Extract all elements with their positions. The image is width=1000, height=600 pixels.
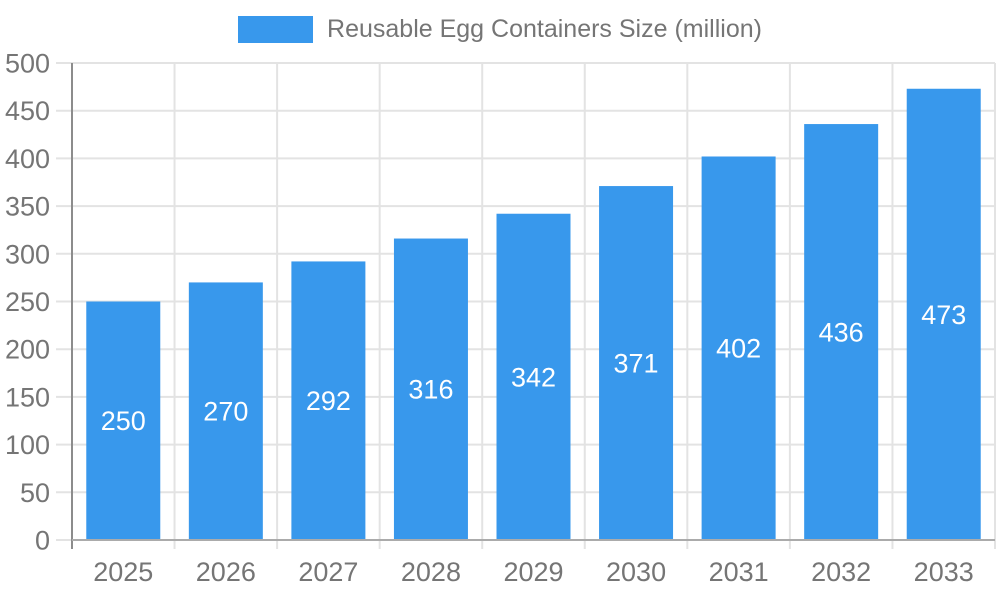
bar[interactable] (188, 282, 263, 540)
bar-value-label: 292 (306, 386, 351, 416)
bar-value-label: 316 (408, 375, 453, 405)
x-tick-label: 2033 (914, 557, 974, 587)
bar-value-label: 371 (614, 348, 659, 378)
y-tick-label: 300 (5, 239, 50, 269)
y-tick-label: 500 (5, 48, 50, 78)
bar-value-label: 402 (716, 334, 761, 364)
y-tick-label: 450 (5, 96, 50, 126)
x-tick-label: 2027 (298, 557, 358, 587)
y-tick-label: 250 (5, 287, 50, 317)
y-tick-label: 150 (5, 382, 50, 412)
bar-value-label: 436 (819, 317, 864, 347)
x-tick-label: 2028 (401, 557, 461, 587)
bar[interactable] (86, 301, 161, 541)
x-tick-label: 2032 (811, 557, 871, 587)
y-tick-label: 400 (5, 144, 50, 174)
bar-value-label: 342 (511, 362, 556, 392)
bar[interactable] (496, 213, 571, 540)
x-tick-label: 2029 (503, 557, 563, 587)
x-tick-label: 2030 (606, 557, 666, 587)
bar[interactable] (906, 88, 981, 541)
legend: Reusable Egg Containers Size (million) (0, 16, 1000, 43)
bar[interactable] (291, 261, 366, 540)
legend-swatch-icon[interactable] (238, 16, 314, 43)
bar-value-label: 250 (101, 406, 146, 436)
bar[interactable] (393, 238, 468, 540)
bar[interactable] (804, 124, 879, 540)
y-tick-label: 50 (20, 478, 50, 508)
x-tick-label: 2031 (709, 557, 769, 587)
x-tick-label: 2025 (93, 557, 153, 587)
bar[interactable] (599, 186, 674, 541)
x-tick-label: 2026 (196, 557, 256, 587)
y-tick-label: 100 (5, 430, 50, 460)
bar-value-label: 270 (203, 397, 248, 427)
bar[interactable] (701, 156, 776, 540)
y-tick-label: 200 (5, 335, 50, 365)
bar-value-label: 473 (921, 300, 966, 330)
y-tick-label: 350 (5, 192, 50, 222)
legend-series-label[interactable]: Reusable Egg Containers Size (million) (327, 15, 762, 43)
y-tick-label: 0 (35, 525, 50, 555)
